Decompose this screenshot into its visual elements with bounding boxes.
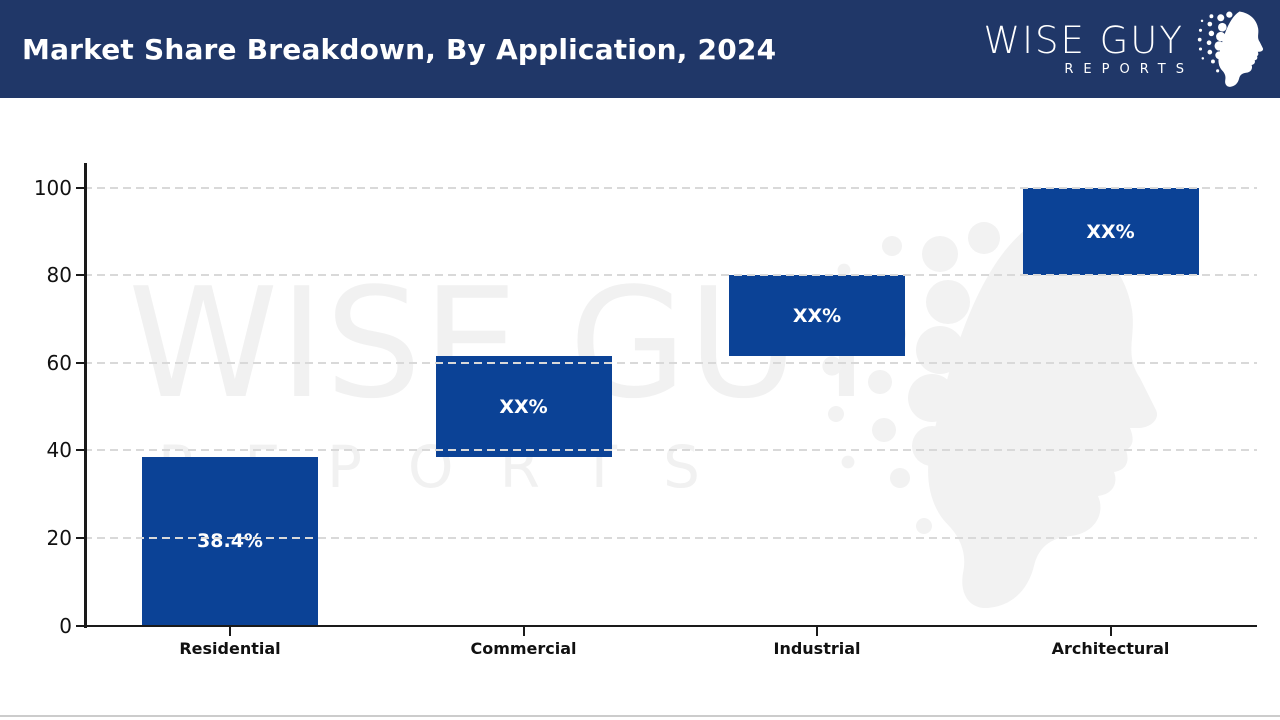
y-axis-tick-label: 0 <box>59 613 72 638</box>
bar-value-label: 38.4% <box>197 530 263 553</box>
y-axis-tick <box>76 449 85 452</box>
chart-bar: 38.4% <box>142 457 318 626</box>
brand-subtitle: REPORTS <box>1064 61 1194 77</box>
bottom-divider <box>0 715 1280 717</box>
x-axis-line <box>84 624 1257 627</box>
y-axis-tick <box>76 536 85 539</box>
x-axis-category-label: Architectural <box>1051 639 1170 658</box>
y-axis-tick <box>76 274 85 277</box>
bar-value-label: XX% <box>1086 220 1135 243</box>
x-axis-tick <box>816 626 818 636</box>
y-axis-tick-label: 80 <box>46 263 72 288</box>
y-axis-tick-label: 40 <box>46 438 72 463</box>
x-axis-tick <box>522 626 525 636</box>
y-axis-tick <box>76 624 85 627</box>
gridline <box>84 186 1257 189</box>
y-axis-tick-label: 20 <box>46 525 72 550</box>
y-axis-tick <box>76 186 85 189</box>
y-axis-line <box>84 163 87 628</box>
brand-logo: WISE GUY REPORTS <box>984 7 1280 91</box>
gridline <box>84 536 1257 539</box>
x-axis-category-label: Residential <box>179 639 281 658</box>
y-axis-tick-label: 100 <box>33 175 72 200</box>
y-axis-tick <box>76 361 85 364</box>
bar-value-label: XX% <box>499 395 548 418</box>
y-axis-tick-label: 60 <box>46 350 72 375</box>
brand-logo-text: WISE GUY REPORTS <box>984 22 1184 77</box>
chart-bar: XX% <box>435 356 612 458</box>
dotted-head-profile-icon <box>1197 11 1264 87</box>
x-axis-tick <box>1109 626 1112 636</box>
brand-name: WISE GUY <box>983 18 1184 62</box>
gridline <box>84 361 1257 364</box>
page-title: Market Share Breakdown, By Application, … <box>22 32 777 66</box>
x-axis-category-label: Commercial <box>470 639 577 658</box>
gridline <box>84 449 1257 452</box>
chart-bar: XX% <box>1022 187 1199 276</box>
chart-bar: XX% <box>729 275 905 357</box>
gridline <box>84 274 1257 277</box>
x-axis-category-label: Industrial <box>773 639 861 658</box>
header-bar: Market Share Breakdown, By Application, … <box>0 0 1280 98</box>
bar-value-label: XX% <box>792 304 842 327</box>
x-axis-tick <box>229 626 231 636</box>
